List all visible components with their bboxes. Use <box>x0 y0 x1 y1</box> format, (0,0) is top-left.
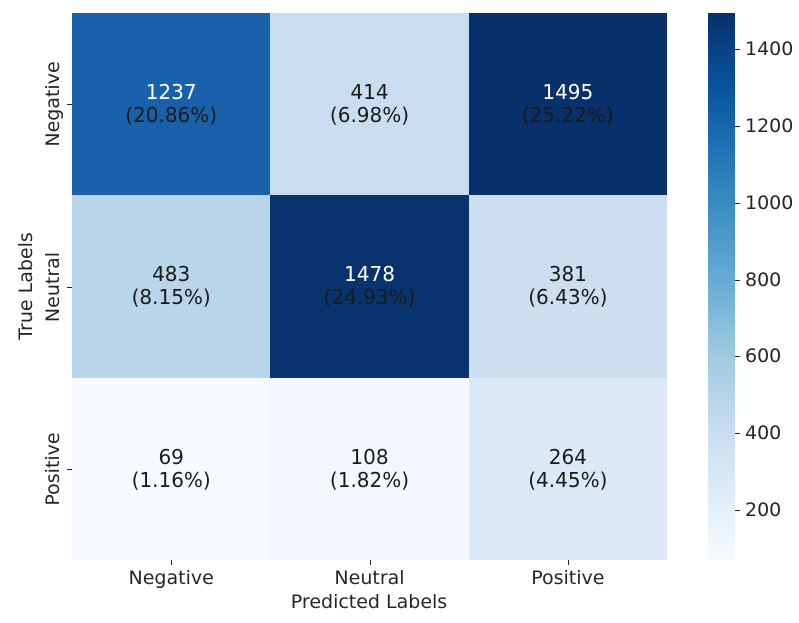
y-tick-mark <box>67 104 72 106</box>
colorbar-tick-label-1000: 1000 <box>745 191 794 214</box>
colorbar-gradient <box>708 13 735 560</box>
cell-count: 1478 <box>344 262 395 287</box>
cell-percent: (6.43%) <box>528 285 608 310</box>
cell-count: 264 <box>548 444 587 469</box>
x-tick-label-negative: Negative <box>128 567 214 589</box>
heatmap-grid: 1237 (20.86%) 414 (6.98%) 1495 (25.22%) 483 (8.… <box>72 13 667 560</box>
y-tick-mark <box>67 468 72 470</box>
colorbar-tick-mark <box>735 433 740 435</box>
heatmap-cell-positive-negative: 69 (1.16%) <box>72 377 271 560</box>
heatmap-cell-neutral-negative: 483 (8.15%) <box>72 195 271 378</box>
colorbar-tick-label-200: 200 <box>745 498 782 521</box>
colorbar-tick-label-600: 600 <box>745 345 782 368</box>
cell-count: 1237 <box>145 80 197 105</box>
colorbar-tick-mark <box>735 509 740 511</box>
cell-percent: (8.15%) <box>131 285 211 310</box>
cell-percent: (1.16%) <box>131 467 211 492</box>
x-axis-title: Predicted Labels <box>290 591 448 613</box>
colorbar-tick-mark <box>735 49 740 51</box>
cell-count: 414 <box>350 80 389 105</box>
colorbar-tick-label-1200: 1200 <box>745 115 794 138</box>
x-tick-mark <box>171 560 173 565</box>
colorbar-tick-mark <box>735 279 740 281</box>
cell-percent: (6.98%) <box>329 103 410 128</box>
x-tick-mark <box>567 560 569 565</box>
cell-percent: (20.86%) <box>125 103 218 128</box>
y-tick-label-neutral: Neutral <box>42 251 64 322</box>
cell-percent: (4.45%) <box>528 467 608 492</box>
cell-count: 483 <box>152 262 191 287</box>
colorbar-tick-mark <box>735 126 740 128</box>
colorbar-tick-label-400: 400 <box>745 422 782 445</box>
y-axis-title: True Labels <box>15 232 37 340</box>
x-tick-label-neutral: Neutral <box>334 567 405 589</box>
heatmap-plot-area: 1237 (20.86%) 414 (6.98%) 1495 (25.22%) 483 (8.… <box>72 13 667 560</box>
x-tick-mark <box>369 560 371 565</box>
colorbar-tick-mark <box>735 202 740 204</box>
heatmap-cell-negative-positive: 1495 (25.22%) <box>468 13 667 196</box>
heatmap-cell-neutral-positive: 381 (6.43%) <box>468 195 667 378</box>
heatmap-cell-positive-neutral: 108 (1.82%) <box>270 377 469 560</box>
cell-percent: (25.22%) <box>521 103 614 128</box>
cell-count: 108 <box>350 444 389 469</box>
y-tick-label-positive: Positive <box>42 432 64 506</box>
colorbar-tick-label-800: 800 <box>745 268 782 291</box>
heatmap-cell-positive-positive: 264 (4.45%) <box>468 377 667 560</box>
y-tick-label-negative: Negative <box>42 61 64 147</box>
cell-percent: (24.93%) <box>323 285 416 310</box>
heatmap-cell-negative-negative: 1237 (20.86%) <box>72 13 271 196</box>
heatmap-cell-neutral-neutral: 1478 (24.93%) <box>270 195 469 378</box>
colorbar-tick-mark <box>735 356 740 358</box>
y-tick-mark <box>67 286 72 288</box>
x-tick-label-positive: Positive <box>531 567 605 589</box>
cell-percent: (1.82%) <box>329 467 410 492</box>
cell-count: 381 <box>548 262 587 287</box>
cell-count: 1495 <box>542 80 594 105</box>
heatmap-cell-negative-neutral: 414 (6.98%) <box>270 13 469 196</box>
cell-count: 69 <box>158 444 184 469</box>
colorbar-tick-label-1400: 1400 <box>745 38 794 61</box>
